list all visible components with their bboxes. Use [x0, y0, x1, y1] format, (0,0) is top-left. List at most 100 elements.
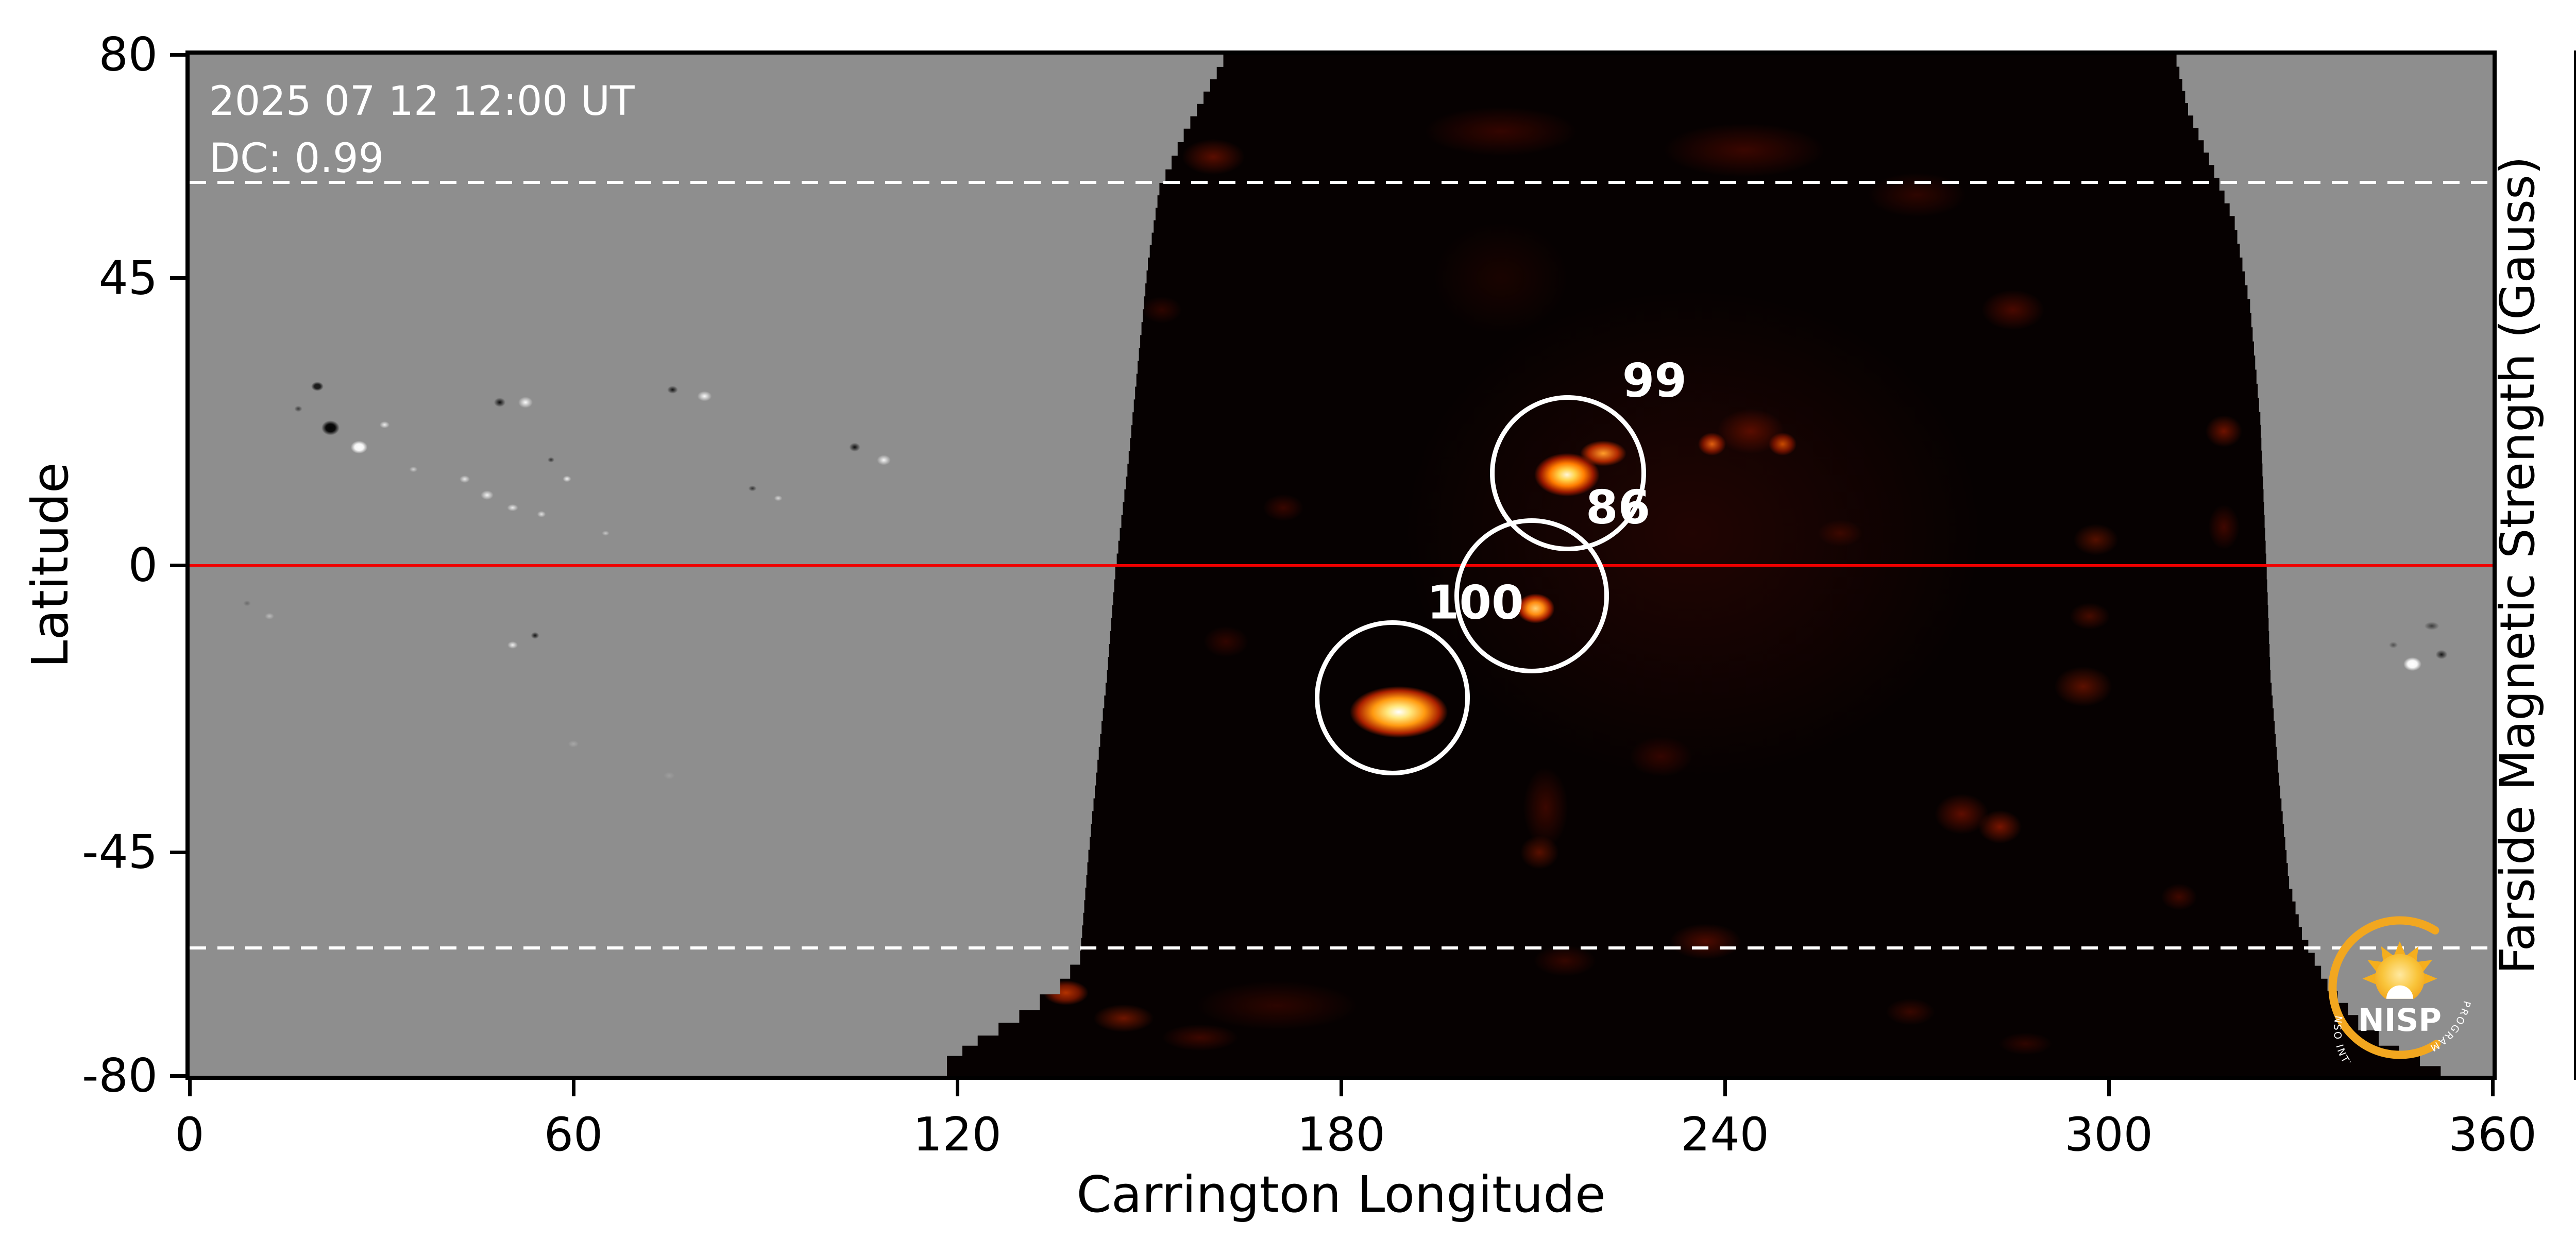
farside-feature	[1520, 938, 1610, 983]
frontside-active-region	[874, 453, 893, 467]
farside-feature	[1194, 619, 1258, 664]
x-tick	[571, 1080, 575, 1096]
frontside-active-region	[457, 473, 472, 484]
frontside-active-region	[492, 396, 508, 409]
farside-colorbar-frame	[2574, 50, 2576, 1080]
frontside-active-region	[529, 630, 541, 640]
farside-feature	[1255, 488, 1313, 527]
sun-icon	[2362, 941, 2437, 999]
farside-feature	[1875, 992, 1946, 1031]
marked-regions-layer: 99 86 100	[190, 55, 2493, 1076]
farside-colorbar-label: Farside Magnetic Strength (Gauss)	[2490, 156, 2545, 974]
frontside-active-region	[242, 599, 253, 608]
y-tick	[170, 276, 185, 280]
farside-feature	[1846, 163, 1988, 227]
frontside-active-region	[2387, 640, 2400, 650]
farside-feature	[1968, 281, 2058, 339]
region-label-86: 86	[1586, 480, 1651, 535]
duty-cycle-text: DC: 0.99	[209, 135, 384, 182]
frontside-active-region	[747, 484, 758, 493]
frontside-active-region	[694, 389, 715, 403]
timestamp-text: 2025 07 12 12:00 UT	[209, 78, 635, 125]
x-tick	[188, 1080, 192, 1096]
x-axis-label: Carrington Longitude	[1076, 1165, 1606, 1224]
frontside-active-region	[2401, 655, 2425, 673]
dashed-latitude-line	[190, 180, 2493, 184]
farside-feature	[2064, 517, 2128, 562]
region-circle-100	[1315, 620, 1470, 775]
reference-lines-layer	[190, 55, 2493, 1076]
plot-area: 99 86 100 2025 07 12 12:00 UT DC: 0.99	[190, 55, 2493, 1076]
farside-feature	[1987, 1028, 2064, 1060]
y-tick	[170, 53, 185, 57]
farside-feature	[1971, 804, 2029, 850]
x-tick-label: 0	[175, 1108, 205, 1162]
frontside-active-region	[2421, 620, 2442, 632]
dashed-latitude-line	[190, 946, 2493, 950]
x-tick	[1339, 1080, 1343, 1096]
farside-feature	[1808, 514, 1872, 553]
farside-feature	[2060, 597, 2119, 636]
y-tick-label: -80	[82, 1048, 158, 1103]
y-axis-label: Latitude	[21, 462, 79, 668]
farside-feature	[1765, 429, 1800, 459]
frontside-active-region	[505, 639, 520, 650]
farside-feature	[2201, 495, 2246, 559]
farside-feature	[2198, 409, 2250, 454]
frontside-active-region	[505, 502, 520, 513]
frontside-active-region	[661, 770, 678, 782]
y-tick-label: -45	[82, 825, 158, 879]
frontside-active-region	[408, 465, 419, 474]
farside-feature	[1392, 96, 1610, 166]
nisp-logo: NISP NSO INTEGRATED SYNOPTIC PROGRAM	[2328, 916, 2471, 1062]
farside-feature	[1654, 916, 1757, 968]
y-tick-label: 45	[98, 251, 158, 306]
region-label-99: 99	[1622, 353, 1687, 408]
x-tick-label: 120	[913, 1108, 1002, 1162]
frontside-active-region	[309, 380, 326, 393]
timestamp-annotation: 2025 07 12 12:00 UT DC: 0.99	[209, 73, 635, 188]
frontside-active-region	[665, 384, 681, 395]
farside-feature	[1694, 429, 1730, 459]
frontside-active-region	[516, 395, 535, 410]
logo-half-disc	[2386, 985, 2414, 999]
frontside-active-region	[348, 438, 370, 455]
x-tick-label: 60	[544, 1108, 603, 1162]
x-tick	[2107, 1080, 2111, 1096]
nisp-logo-text: NISP	[2358, 1002, 2442, 1039]
y-tick	[170, 850, 185, 854]
x-tick	[955, 1080, 959, 1096]
farside-feature	[2153, 877, 2205, 917]
frontside-active-region	[263, 611, 277, 621]
farside-feature	[1616, 727, 1706, 786]
x-tick-label: 180	[1297, 1108, 1385, 1162]
frontside-active-region	[847, 441, 863, 453]
region-circle-86	[1454, 518, 1609, 673]
frontside-active-region	[378, 419, 392, 430]
region-label-100: 100	[1427, 575, 1524, 630]
farside-feature	[1405, 198, 1597, 358]
farside-feature	[1514, 830, 1565, 875]
logo-ring	[2328, 916, 2471, 1059]
y-tick-label: 80	[98, 27, 158, 82]
farside-feature	[1629, 112, 1859, 189]
y-tick	[170, 1074, 185, 1078]
frontside-active-region	[318, 418, 342, 438]
frontside-active-region	[566, 738, 581, 749]
x-tick	[2490, 1080, 2495, 1096]
y-tick	[170, 563, 185, 567]
frontside-active-region	[600, 529, 611, 537]
x-tick-label: 360	[2448, 1108, 2537, 1162]
x-tick-label: 240	[1681, 1108, 1769, 1162]
x-tick-label: 300	[2064, 1108, 2153, 1162]
farside-feature	[2041, 657, 2125, 716]
farside-feature	[1146, 1018, 1255, 1057]
frontside-active-region	[535, 510, 548, 519]
frontside-active-region	[2433, 648, 2450, 661]
frontside-active-region	[479, 488, 496, 501]
equator-line	[190, 564, 2493, 567]
frontside-magnetogram-layer	[190, 55, 2493, 1076]
x-tick	[1723, 1080, 1727, 1096]
frontside-active-region	[292, 404, 304, 414]
